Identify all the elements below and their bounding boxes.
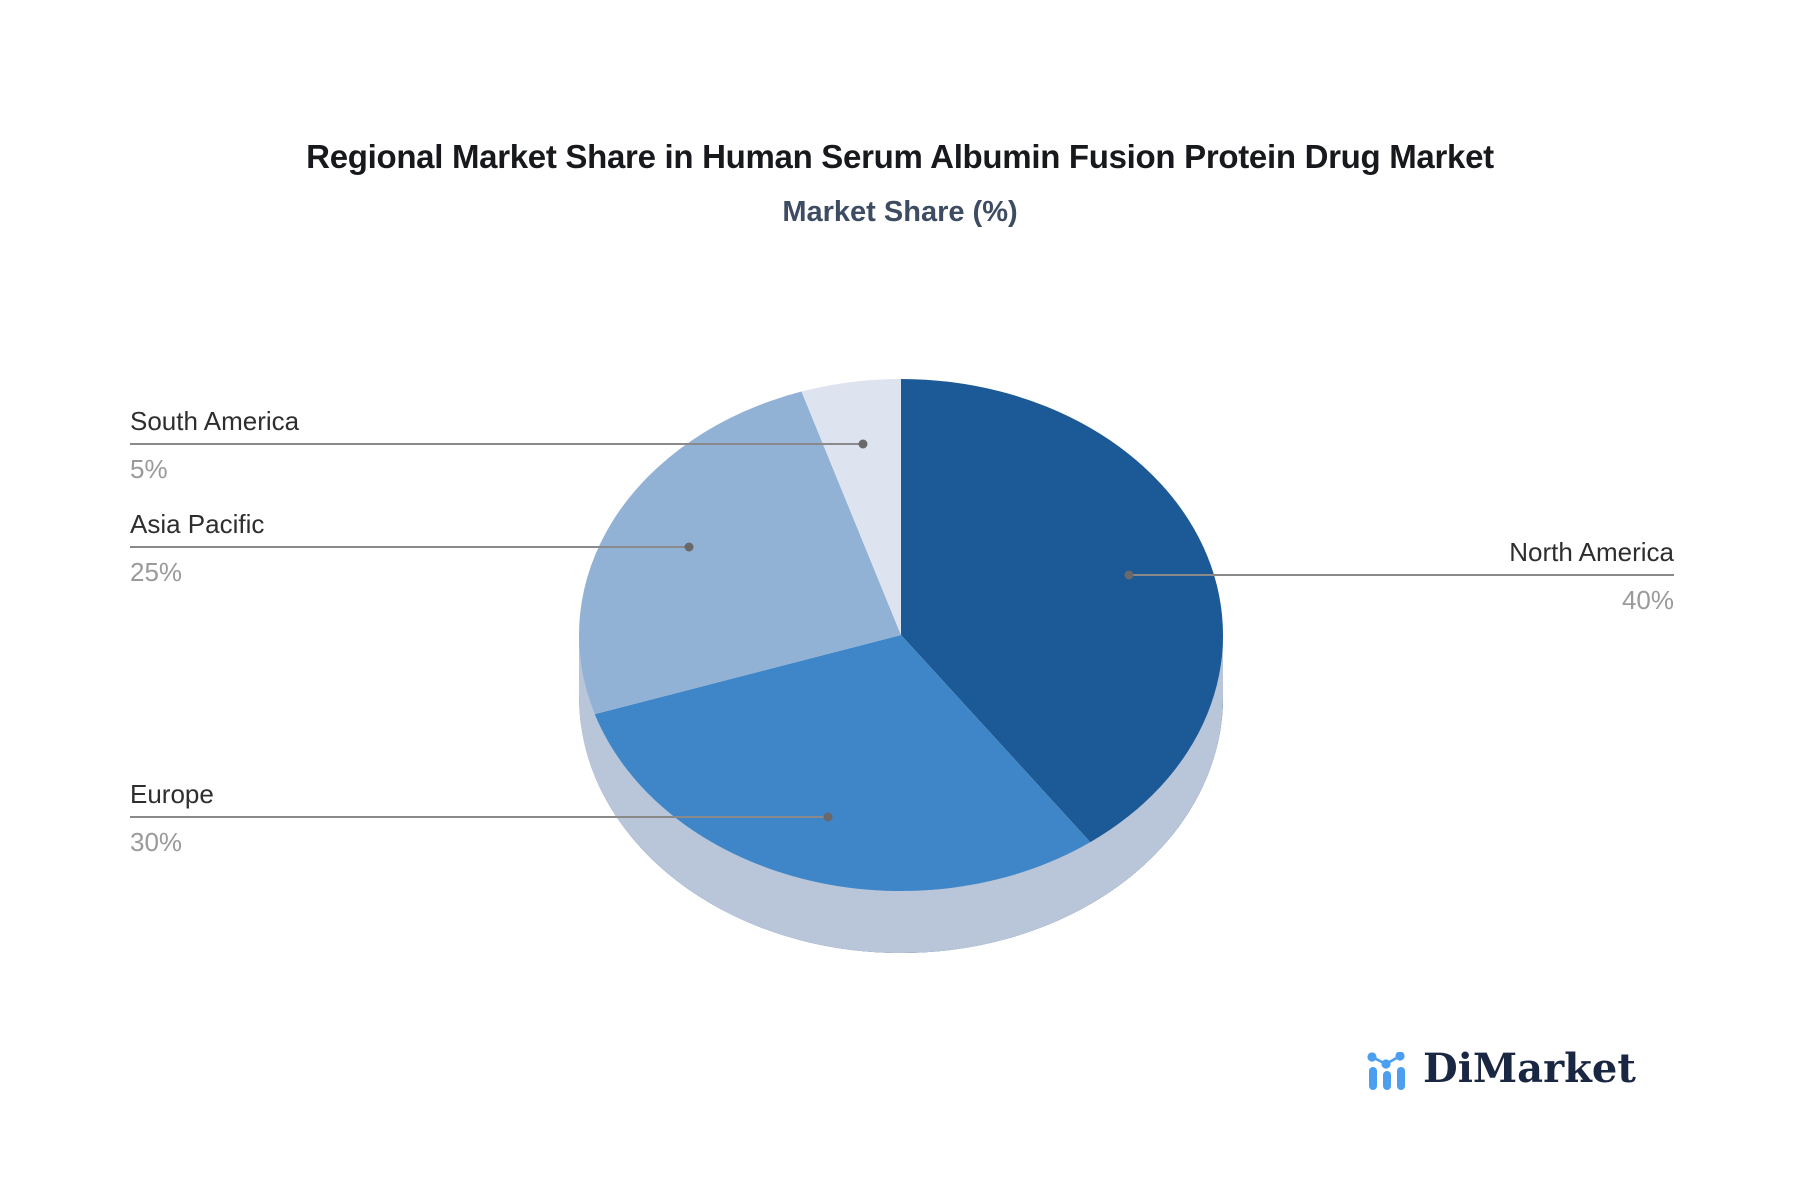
pie-slice-side-south-america bbox=[579, 635, 1223, 953]
chart-title: Regional Market Share in Human Serum Alb… bbox=[306, 138, 1494, 175]
logo: DiMarket bbox=[1366, 1042, 1636, 1090]
leader-dot-europe bbox=[823, 812, 833, 822]
slice-value-north-america: 40% bbox=[1621, 585, 1674, 615]
leader-dot-north-america bbox=[1124, 570, 1134, 580]
pie-slice-north-america[interactable] bbox=[901, 379, 1224, 843]
leader-dot-south-america bbox=[858, 439, 868, 449]
chart-subtitle: Market Share (%) bbox=[782, 196, 1018, 228]
slice-label-north-america: North America bbox=[1509, 537, 1674, 567]
slice-value-asia-pacific: 25% bbox=[130, 557, 183, 587]
slice-label-europe: Europe bbox=[130, 779, 214, 809]
slice-label-asia-pacific: Asia Pacific bbox=[130, 509, 265, 539]
pie-slice-europe[interactable] bbox=[594, 635, 1091, 892]
pie-slice-asia-pacific[interactable] bbox=[579, 391, 901, 715]
bar-line-chart-icon bbox=[1367, 1052, 1405, 1090]
logo-text: DiMarket bbox=[1423, 1045, 1636, 1092]
slice-value-south-america: 5% bbox=[130, 454, 168, 484]
slice-label-south-america: South America bbox=[130, 406, 300, 436]
leader-dot-asia-pacific bbox=[684, 542, 694, 552]
slice-value-europe: 30% bbox=[130, 827, 183, 857]
